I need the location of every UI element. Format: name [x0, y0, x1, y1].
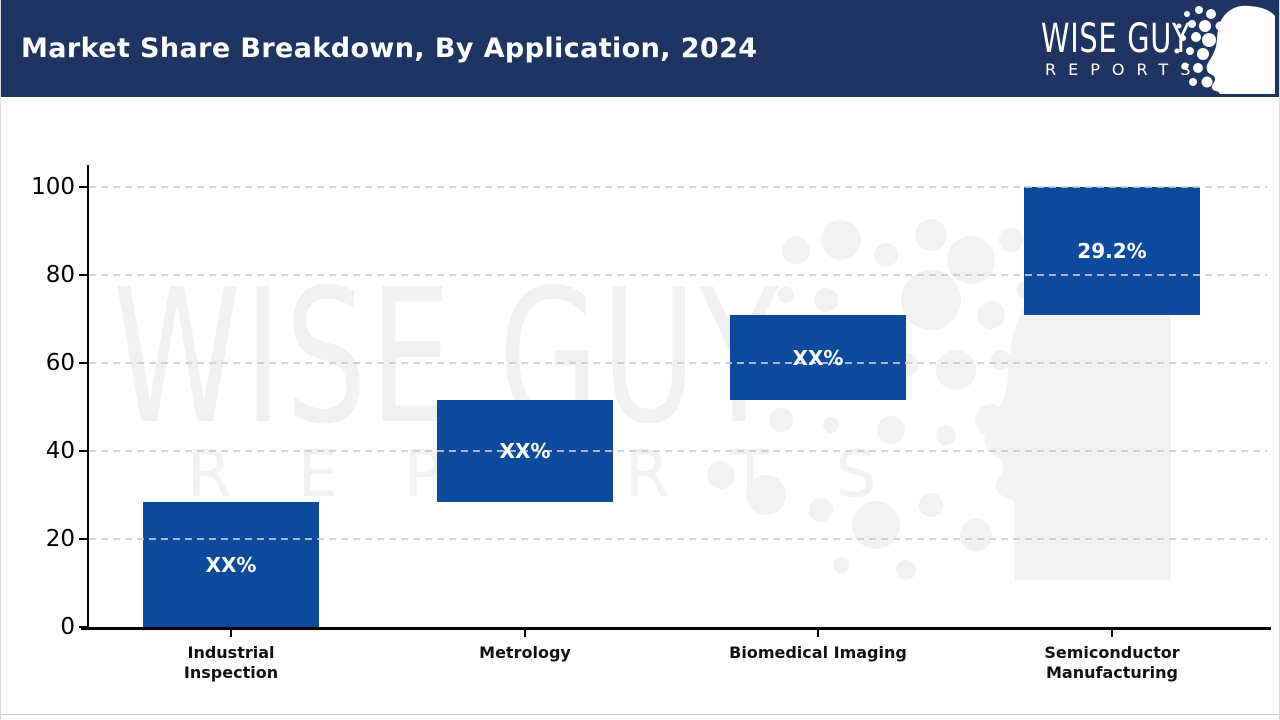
category-label: Biomedical Imaging: [729, 643, 907, 662]
y-tick-label: 80: [45, 262, 75, 288]
x-tick: [230, 629, 232, 637]
x-axis-line: [81, 627, 1271, 630]
plot-area: 0 20 40 60 80 100 XX% Industrial Inspection XX% Me…: [1, 97, 1279, 720]
gridline: [89, 274, 1267, 276]
y-tick-label: 0: [60, 614, 75, 640]
bar-1: [143, 502, 319, 627]
header-bar: Market Share Breakdown, By Application, …: [1, 0, 1279, 97]
gridline: [89, 538, 1267, 540]
bar-3: [730, 315, 906, 400]
category-label: Semiconductor Manufacturing: [1044, 643, 1180, 682]
y-tick: [79, 186, 87, 188]
bar-value-label: XX%: [499, 439, 551, 463]
category-label: Industrial Inspection: [183, 643, 279, 682]
y-tick-label: 100: [31, 174, 75, 200]
logo-subtext: REPORTS: [1045, 60, 1203, 79]
y-tick: [79, 538, 87, 540]
y-tick: [79, 450, 87, 452]
wiseguy-logo: WISE GUY REPORTS: [1027, 0, 1277, 97]
y-tick: [79, 626, 87, 628]
logo-face-profile-icon: [1174, 5, 1275, 94]
y-tick: [79, 362, 87, 364]
y-tick-label: 60: [45, 350, 75, 376]
bar-value-label: XX%: [792, 345, 844, 370]
y-tick-label: 40: [45, 438, 75, 464]
bar-value-label: XX%: [205, 552, 257, 577]
bottom-border-line: [1, 714, 1279, 715]
x-tick: [817, 629, 819, 637]
bar-4: [1024, 187, 1200, 316]
bar-value-label: 29.2%: [1077, 239, 1147, 264]
y-tick: [79, 274, 87, 276]
gridline: [89, 362, 1267, 364]
page-title: Market Share Breakdown, By Application, …: [21, 33, 758, 64]
logo-wordmark: WISE GUY: [1041, 16, 1191, 62]
category-label: Metrology: [479, 643, 571, 662]
gridline: [89, 450, 1267, 452]
x-tick: [524, 629, 526, 637]
x-tick: [1111, 629, 1113, 637]
y-tick-label: 20: [45, 526, 75, 552]
gridline: [89, 186, 1267, 188]
y-axis-line: [87, 165, 89, 629]
